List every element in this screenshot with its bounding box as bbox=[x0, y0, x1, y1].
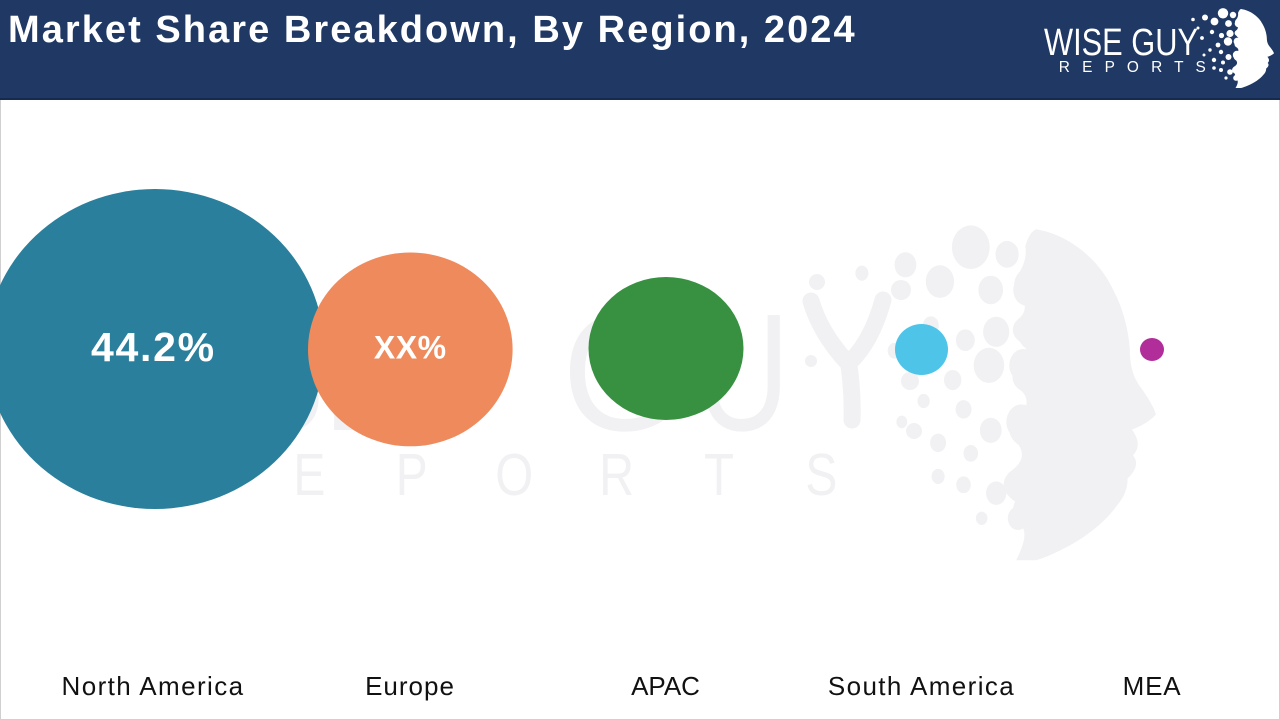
svg-text:44.2%: 44.2% bbox=[91, 324, 216, 370]
svg-text:S: S bbox=[805, 442, 837, 508]
svg-text:O: O bbox=[495, 442, 533, 508]
svg-text:APAC: APAC bbox=[631, 671, 700, 701]
svg-text:T: T bbox=[704, 442, 734, 508]
svg-text:MEA: MEA bbox=[1123, 671, 1182, 701]
svg-text:WISE GUY: WISE GUY bbox=[1044, 21, 1198, 63]
svg-text:R E P O R T S: R E P O R T S bbox=[1059, 59, 1206, 76]
svg-text:P: P bbox=[396, 442, 428, 508]
svg-text:North America: North America bbox=[62, 671, 245, 701]
svg-text:Europe: Europe bbox=[365, 671, 455, 701]
svg-text:XX%: XX% bbox=[374, 330, 447, 366]
svg-text:R: R bbox=[599, 442, 634, 508]
svg-text:South America: South America bbox=[828, 671, 1015, 701]
svg-text:E: E bbox=[293, 442, 325, 508]
